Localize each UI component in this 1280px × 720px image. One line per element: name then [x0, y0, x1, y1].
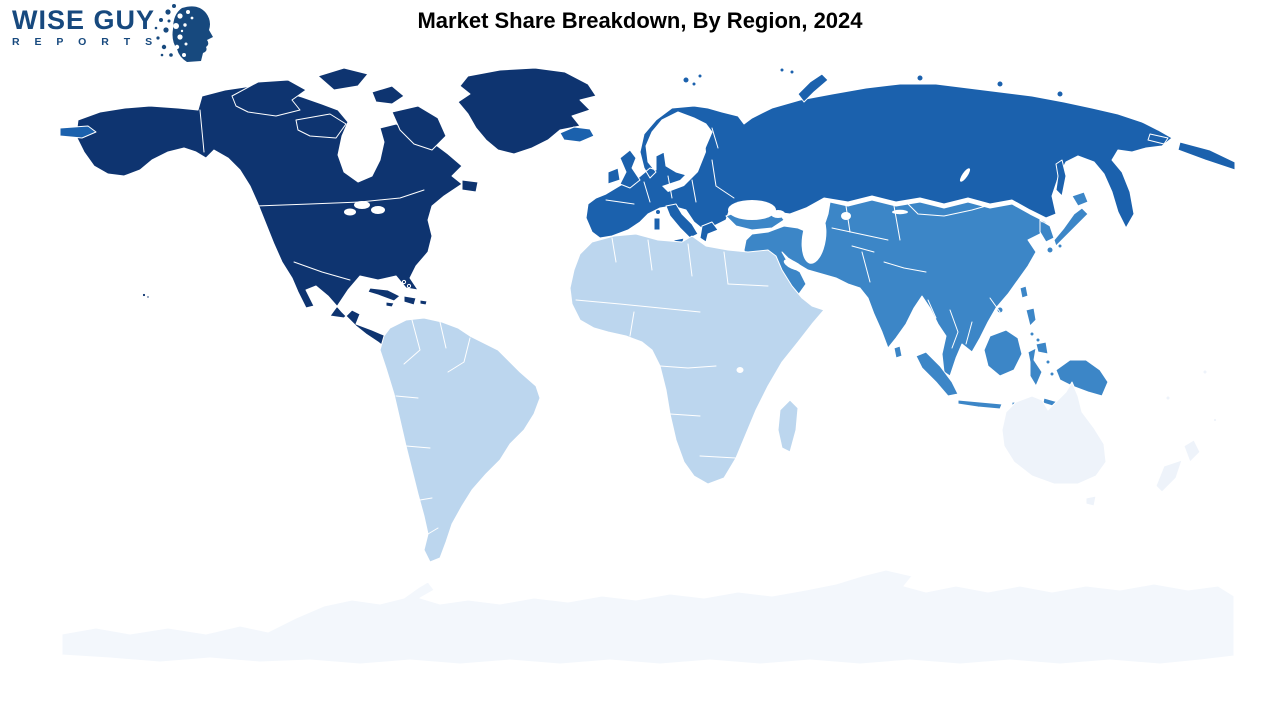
page-title: Market Share Breakdown, By Region, 2024 [417, 8, 863, 33]
pacific-islands [1165, 369, 1218, 423]
hawaii-islands [141, 292, 150, 299]
inland-water-bodies [344, 128, 971, 373]
iceland [559, 126, 595, 143]
japan-islands [1046, 191, 1089, 254]
sri-lanka [893, 345, 903, 359]
new-zealand-north [1183, 439, 1201, 463]
north-america-mainland [75, 85, 463, 353]
sumatra [915, 351, 959, 397]
corsica [655, 209, 661, 215]
logo-text: WISE GUY R E P O R T S [12, 5, 159, 49]
region-europe-russia [59, 67, 1236, 252]
greece [699, 221, 719, 243]
black-sea [728, 200, 776, 220]
black-sea-east [771, 210, 785, 218]
lake-baikal [959, 168, 971, 182]
novaya-zemlya [797, 73, 829, 103]
great-lake [354, 201, 370, 209]
taiwan [1019, 285, 1029, 299]
country-borders [199, 109, 1043, 535]
baltic-sea [662, 128, 706, 192]
region-north-america [75, 67, 597, 359]
head-profile-shape [172, 6, 214, 63]
greenland [457, 67, 597, 155]
russia-antimeridian-wrap [59, 125, 1236, 171]
great-lake [371, 206, 385, 214]
persian-gulf [783, 259, 803, 271]
korea [1039, 219, 1055, 243]
ireland [607, 167, 621, 185]
new-guinea [1055, 359, 1109, 397]
region-south-america [379, 317, 541, 563]
philippines [1025, 307, 1049, 355]
region-antarctica [61, 569, 1235, 665]
lake-balkhash [892, 209, 908, 215]
wise-guy-reports-logo: WISE GUY R E P O R T S [12, 4, 216, 64]
sardinia [653, 217, 661, 231]
logo-dot-cluster [154, 4, 177, 57]
russian-arctic-islands [779, 67, 1064, 98]
tasmania [1085, 495, 1097, 507]
svalbard-islands [682, 73, 703, 87]
borneo [983, 329, 1023, 377]
logo-inner-dots [173, 10, 194, 57]
africa-mainland [569, 233, 825, 485]
great-lake [344, 208, 356, 216]
great-britain [619, 149, 641, 189]
australia [1001, 381, 1107, 485]
madagascar [777, 399, 799, 453]
antarctica-mainland [61, 569, 1235, 665]
logo-subtitle: R E P O R T S [12, 36, 159, 49]
italy [665, 203, 699, 239]
new-zealand-south [1155, 459, 1183, 493]
caspian-sea [801, 212, 827, 264]
lake-victoria [736, 367, 744, 373]
sulawesi [1027, 347, 1043, 387]
canadian-arctic-islands [231, 67, 479, 193]
logo-head-icon [154, 4, 214, 63]
sakhalin [1055, 159, 1067, 197]
java [957, 399, 1003, 410]
hainan [996, 306, 1004, 314]
caribbean-islands [367, 279, 428, 308]
region-africa [569, 233, 825, 485]
south-america-mainland [379, 317, 541, 563]
aral-sea [841, 212, 851, 220]
logo-wordmark: WISE GUY [12, 5, 156, 35]
region-oceania [1001, 369, 1218, 507]
indonesia-islands [915, 329, 1059, 410]
